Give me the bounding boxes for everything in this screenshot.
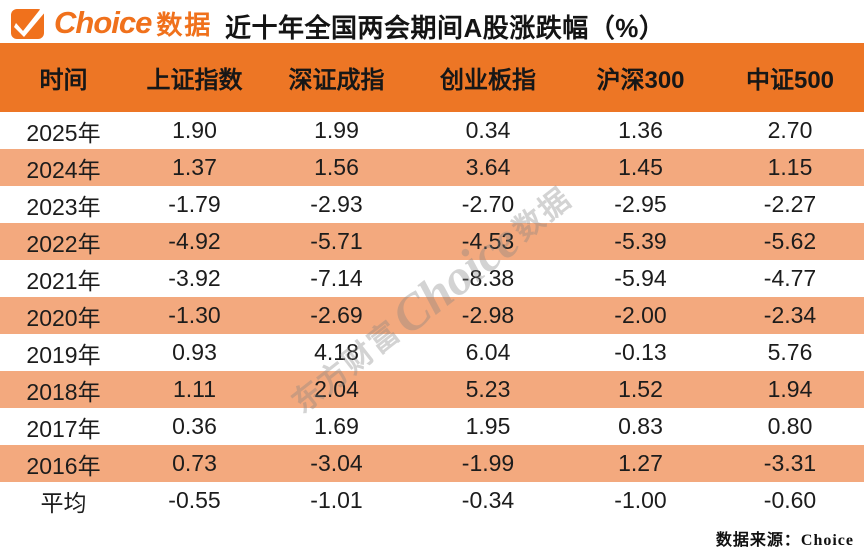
logo-brand-text: Choice: [54, 5, 152, 40]
column-header: 沪深300: [565, 43, 716, 112]
value-cell: 2.04: [262, 371, 411, 408]
value-cell: 0.34: [411, 112, 565, 149]
value-cell: 0.36: [127, 408, 262, 445]
value-cell: -1.30: [127, 297, 262, 334]
value-cell: -1.79: [127, 186, 262, 223]
column-header: 深证成指: [262, 43, 411, 112]
row-label: 2025年: [0, 112, 127, 149]
table-row: 2021年 -3.92 -7.14 -8.38 -5.94 -4.77: [0, 260, 864, 297]
value-cell: 4.18: [262, 334, 411, 371]
value-cell: 1.94: [716, 371, 864, 408]
value-cell: 5.23: [411, 371, 565, 408]
value-cell: 3.64: [411, 149, 565, 186]
table-row: 2023年 -1.79 -2.93 -2.70 -2.95 -2.27: [0, 186, 864, 223]
logo-suffix-text: 数据: [156, 9, 213, 40]
value-cell: 1.52: [565, 371, 716, 408]
value-cell: 1.11: [127, 371, 262, 408]
value-cell: -2.93: [262, 186, 411, 223]
value-cell: -0.13: [565, 334, 716, 371]
row-label: 2022年: [0, 223, 127, 260]
row-label: 2023年: [0, 186, 127, 223]
table-row: 2024年 1.37 1.56 3.64 1.45 1.15: [0, 149, 864, 186]
value-cell: -5.94: [565, 260, 716, 297]
value-cell: -4.53: [411, 223, 565, 260]
value-cell: 1.56: [262, 149, 411, 186]
value-cell: 0.80: [716, 408, 864, 445]
table-row: 2025年 1.90 1.99 0.34 1.36 2.70: [0, 112, 864, 149]
value-cell: -2.98: [411, 297, 565, 334]
value-cell: 1.36: [565, 112, 716, 149]
value-cell: -1.00: [565, 482, 716, 519]
value-cell: 0.83: [565, 408, 716, 445]
table-row: 2022年 -4.92 -5.71 -4.53 -5.39 -5.62: [0, 223, 864, 260]
table-row: 2020年 -1.30 -2.69 -2.98 -2.00 -2.34: [0, 297, 864, 334]
table-body: 2025年 1.90 1.99 0.34 1.36 2.70 2024年 1.37 1.56 3.…: [0, 112, 864, 519]
data-source-note: 数据来源：Choice: [715, 532, 854, 549]
row-label: 2018年: [0, 371, 127, 408]
value-cell: -2.69: [262, 297, 411, 334]
top-banner: Choice 数据 近十年全国两会期间A股涨跌幅（%）: [0, 0, 864, 43]
column-header: 时间: [0, 43, 127, 112]
value-cell: -1.01: [262, 482, 411, 519]
value-cell: -2.34: [716, 297, 864, 334]
table-row: 2016年 0.73 -3.04 -1.99 1.27 -3.31: [0, 445, 864, 482]
row-label: 2020年: [0, 297, 127, 334]
value-cell: 1.27: [565, 445, 716, 482]
table-header-row: 时间 上证指数 深证成指 创业板指 沪深300 中证500: [0, 43, 864, 112]
value-cell: -4.92: [127, 223, 262, 260]
value-cell: 1.95: [411, 408, 565, 445]
row-label: 平均: [0, 482, 127, 519]
row-label: 2017年: [0, 408, 127, 445]
table-row: 2018年 1.11 2.04 5.23 1.52 1.94: [0, 371, 864, 408]
value-cell: 1.99: [262, 112, 411, 149]
value-cell: 6.04: [411, 334, 565, 371]
value-cell: 0.93: [127, 334, 262, 371]
value-cell: 1.15: [716, 149, 864, 186]
row-label: 2016年: [0, 445, 127, 482]
row-label: 2021年: [0, 260, 127, 297]
value-cell: -0.34: [411, 482, 565, 519]
value-cell: -0.55: [127, 482, 262, 519]
value-cell: 5.76: [716, 334, 864, 371]
value-cell: -5.71: [262, 223, 411, 260]
table-row: 2019年 0.93 4.18 6.04 -0.13 5.76: [0, 334, 864, 371]
value-cell: 1.45: [565, 149, 716, 186]
column-header: 上证指数: [127, 43, 262, 112]
column-header: 中证500: [716, 43, 864, 112]
value-cell: -1.99: [411, 445, 565, 482]
value-cell: -2.95: [565, 186, 716, 223]
value-cell: -3.31: [716, 445, 864, 482]
value-cell: -3.92: [127, 260, 262, 297]
value-cell: -2.70: [411, 186, 565, 223]
value-cell: -4.77: [716, 260, 864, 297]
value-cell: -5.62: [716, 223, 864, 260]
page-title: 近十年全国两会期间A股涨跌幅（%）: [225, 13, 666, 43]
value-cell: 1.90: [127, 112, 262, 149]
choice-logo: Choice 数据: [10, 4, 212, 42]
row-label: 2019年: [0, 334, 127, 371]
value-cell: 1.37: [127, 149, 262, 186]
table-row: 2017年 0.36 1.69 1.95 0.83 0.80: [0, 408, 864, 445]
value-cell: -3.04: [262, 445, 411, 482]
column-header: 创业板指: [411, 43, 565, 112]
value-cell: 1.69: [262, 408, 411, 445]
row-label: 2024年: [0, 149, 127, 186]
value-cell: -5.39: [565, 223, 716, 260]
value-cell: -7.14: [262, 260, 411, 297]
table-row: 平均 -0.55 -1.01 -0.34 -1.00 -0.60: [0, 482, 864, 519]
value-cell: 2.70: [716, 112, 864, 149]
value-cell: -2.27: [716, 186, 864, 223]
performance-table: 时间 上证指数 深证成指 创业板指 沪深300 中证500 2025年 1.90 1.99 0.…: [0, 43, 864, 519]
checkmark-icon: [10, 4, 50, 42]
value-cell: -2.00: [565, 297, 716, 334]
value-cell: -0.60: [716, 482, 864, 519]
value-cell: -8.38: [411, 260, 565, 297]
value-cell: 0.73: [127, 445, 262, 482]
